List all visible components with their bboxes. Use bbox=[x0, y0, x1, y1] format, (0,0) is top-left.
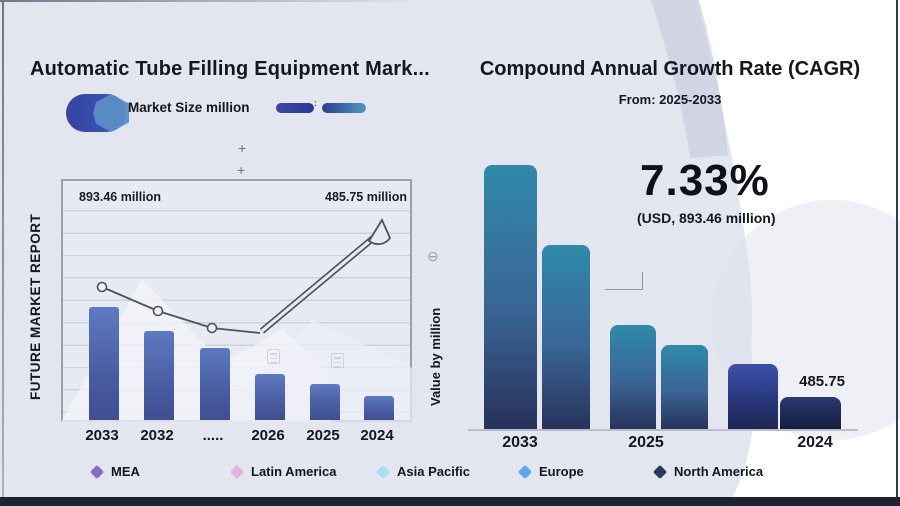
frame-top-line bbox=[0, 0, 420, 2]
legend-diamond-icon bbox=[89, 464, 105, 479]
series-label: Market Size million bbox=[128, 100, 250, 115]
cagr-usd-note: (USD, 893.46 million) bbox=[637, 210, 776, 226]
legend-label: Latin America bbox=[251, 464, 337, 479]
right-x-tick-2025: 2025 bbox=[628, 434, 664, 451]
right-bar-2024-2 bbox=[780, 397, 841, 430]
trend-line-arrow bbox=[96, 218, 392, 334]
left-x-tick-.....: ..... bbox=[202, 427, 224, 444]
pill-separator: : bbox=[314, 98, 317, 108]
right-chart-baseline bbox=[468, 429, 858, 431]
watermark-vertical-text: FUTURE MARKET REPORT bbox=[28, 213, 43, 401]
cagr-value: 7.33% bbox=[640, 156, 770, 205]
left-x-tick-2026: 2026 bbox=[251, 427, 285, 444]
legend-item-mea: MEA bbox=[89, 464, 140, 479]
left-bar-2033 bbox=[89, 307, 119, 420]
y-axis-label: Value by million bbox=[428, 307, 443, 407]
plus-mark-bottom: + bbox=[237, 162, 246, 178]
legend-row: MEA Latin America Asia Pacific Europe North … bbox=[0, 464, 900, 488]
legend-item-europe: Europe bbox=[517, 464, 584, 479]
right-x-tick-2024: 2024 bbox=[797, 434, 833, 451]
legend-diamond-icon bbox=[229, 464, 245, 479]
left-x-tick-2032: 2032 bbox=[140, 427, 174, 444]
right-chart-title: Compound Annual Growth Rate (CAGR) bbox=[479, 58, 861, 80]
frame-bottom-strip bbox=[0, 497, 900, 506]
plus-mark-top: + bbox=[238, 140, 247, 156]
legend-diamond-icon bbox=[652, 464, 668, 479]
legend-label: Asia Pacific bbox=[397, 464, 470, 479]
left-x-tick-2024: 2024 bbox=[360, 427, 394, 444]
legend-item-north-america: North America bbox=[652, 464, 764, 479]
tube-cylinder-icon bbox=[66, 94, 129, 132]
frame-left-line bbox=[2, 0, 4, 497]
left-bar-2024 bbox=[364, 396, 394, 420]
legend-label: Europe bbox=[539, 464, 584, 479]
left-bar-2026 bbox=[255, 374, 285, 420]
legend-label: MEA bbox=[111, 464, 140, 479]
corner-bracket-decoration bbox=[605, 272, 643, 290]
legend-diamond-icon bbox=[375, 464, 391, 479]
document-watermark-icon bbox=[331, 353, 344, 368]
right-chart-subtitle: From: 2025-2033 bbox=[618, 92, 722, 107]
right-bar-2025-1 bbox=[610, 325, 656, 430]
annotation-end-value: 485.75 million bbox=[325, 190, 407, 204]
legend-label: North America bbox=[674, 464, 764, 479]
legend-item-latin-america: Latin America bbox=[229, 464, 337, 479]
legend-pill-dark-icon bbox=[276, 103, 314, 113]
frame-right-line bbox=[896, 0, 898, 497]
document-watermark-icon bbox=[267, 349, 280, 364]
left-x-tick-2033: 2033 bbox=[85, 427, 119, 444]
left-bar-2032 bbox=[144, 331, 174, 420]
left-x-tick-2025: 2025 bbox=[306, 427, 340, 444]
circle-minus-icon: ⊖ bbox=[427, 248, 439, 264]
left-bar-2025 bbox=[310, 384, 340, 420]
right-chart-x-axis: 2033 2025 2024 bbox=[0, 434, 900, 454]
annotation-start-value: 893.46 million bbox=[79, 190, 161, 204]
legend-item-asia-pacific: Asia Pacific bbox=[375, 464, 470, 479]
right-bar-2024-1 bbox=[728, 364, 778, 430]
right-bar-2025-2 bbox=[661, 345, 708, 430]
right-x-tick-2033: 2033 bbox=[502, 434, 538, 451]
left-chart-panel: 893.46 million 485.75 million bbox=[61, 179, 412, 422]
right-bar-2033-1 bbox=[484, 165, 537, 430]
end-value-label: 485.75 bbox=[799, 373, 845, 390]
left-bar-..... bbox=[200, 348, 230, 420]
left-chart-title: Automatic Tube Filling Equipment Mark... bbox=[30, 58, 430, 80]
legend-diamond-icon bbox=[517, 464, 533, 479]
legend-pill-gradient-icon bbox=[322, 103, 366, 113]
left-chart-x-axis: 2033 2032..... 2026 2025 2024 bbox=[61, 427, 412, 445]
right-bar-2033-2 bbox=[542, 245, 590, 430]
